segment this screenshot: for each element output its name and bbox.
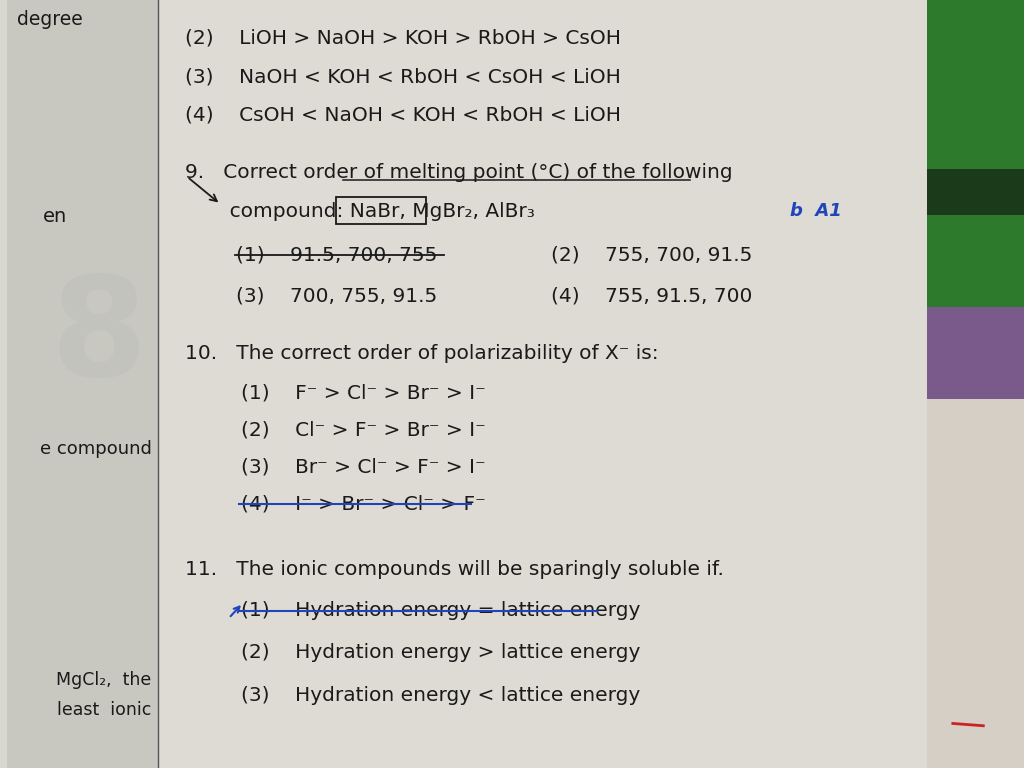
Text: (4)    I⁻ > Br⁻ > Cl⁻ > F⁻: (4) I⁻ > Br⁻ > Cl⁻ > F⁻ [241, 495, 485, 513]
Bar [158, 0, 1024, 768]
Text: 11.   The ionic compounds will be sparingly soluble if.: 11. The ionic compounds will be sparingl… [185, 561, 724, 579]
Text: (2)    LiOH > NaOH > KOH > RbOH > CsOH: (2) LiOH > NaOH > KOH > RbOH > CsOH [185, 29, 621, 48]
Text: least  ionic: least ionic [57, 701, 152, 720]
Text: (1)    Hydration energy = lattice energy: (1) Hydration energy = lattice energy [241, 601, 640, 620]
Text: (1)    F⁻ > Cl⁻ > Br⁻ > I⁻: (1) F⁻ > Cl⁻ > Br⁻ > I⁻ [241, 384, 485, 402]
Text: (2)    755, 700, 91.5: (2) 755, 700, 91.5 [551, 246, 753, 264]
Text: (3)    Br⁻ > Cl⁻ > F⁻ > I⁻: (3) Br⁻ > Cl⁻ > F⁻ > I⁻ [241, 458, 485, 476]
Bar [928, 399, 1024, 768]
Text: 9.   Correct order of melting point (°C) of the following: 9. Correct order of melting point (°C) o… [185, 164, 732, 182]
Bar [928, 169, 1024, 215]
Text: MgCl₂,  the: MgCl₂, the [56, 670, 152, 689]
Text: (3)    NaOH < KOH < RbOH < CsOH < LiOH: (3) NaOH < KOH < RbOH < CsOH < LiOH [185, 68, 621, 86]
Text: compound: NaBr, MgBr₂, AlBr₃: compound: NaBr, MgBr₂, AlBr₃ [185, 202, 535, 220]
Bar [7, 0, 158, 768]
Text: en: en [43, 207, 67, 226]
Text: (4)    CsOH < NaOH < KOH < RbOH < LiOH: (4) CsOH < NaOH < KOH < RbOH < LiOH [185, 106, 621, 124]
Text: (1)    91.5, 700, 755: (1) 91.5, 700, 755 [236, 246, 437, 264]
Text: degree: degree [16, 10, 82, 28]
Text: 10.   The correct order of polarizability of X⁻ is:: 10. The correct order of polarizability … [185, 344, 658, 362]
Text: e compound: e compound [40, 440, 152, 458]
Text: (2)    Cl⁻ > F⁻ > Br⁻ > I⁻: (2) Cl⁻ > F⁻ > Br⁻ > I⁻ [241, 421, 485, 439]
Text: (3)    Hydration energy < lattice energy: (3) Hydration energy < lattice energy [241, 686, 640, 704]
Text: (3)    700, 755, 91.5: (3) 700, 755, 91.5 [236, 286, 437, 305]
Text: 8: 8 [50, 270, 146, 406]
Text: b  A1: b A1 [791, 202, 842, 220]
Text: (2)    Hydration energy > lattice energy: (2) Hydration energy > lattice energy [241, 644, 640, 662]
Text: (4)    755, 91.5, 700: (4) 755, 91.5, 700 [551, 286, 753, 305]
Bar [928, 0, 1024, 307]
Bar [928, 307, 1024, 399]
